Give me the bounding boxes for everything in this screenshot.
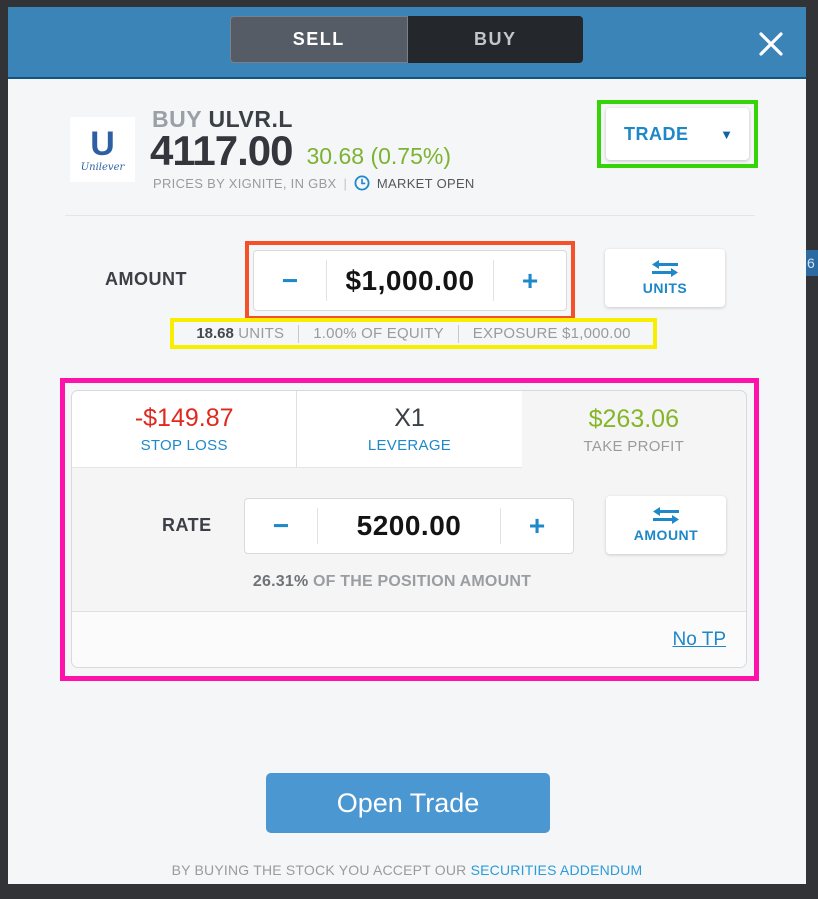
leverage-value: X1 xyxy=(394,404,425,432)
leverage-label: LEVERAGE xyxy=(367,437,452,454)
price-change: 30.68 (0.75%) xyxy=(306,143,451,169)
amount-stepper: − $1,000.00 + xyxy=(253,250,567,311)
price-meta-row: PRICES BY XIGNITE, IN GBX | MARKET OPEN xyxy=(153,175,475,191)
trade-dropdown-label: TRADE xyxy=(624,123,689,144)
meta-separator: | xyxy=(343,175,347,191)
securities-addendum-link[interactable]: SECURITIES ADDENDUM xyxy=(470,862,643,878)
exposure-stat: EXPOSURE $1,000.00 xyxy=(472,325,631,342)
tab-sell[interactable]: SELL xyxy=(230,16,408,63)
instrument-price: 4117.00 xyxy=(150,127,294,174)
amount-label: AMOUNT xyxy=(105,269,187,289)
trade-order-type-dropdown[interactable]: TRADE ▼ xyxy=(606,108,749,160)
clock-icon xyxy=(354,175,370,191)
order-settings-tabs: -$149.87 STOP LOSS X1 LEVERAGE $263.06 T… xyxy=(72,391,746,468)
stepper-divider xyxy=(493,260,494,301)
stepper-divider xyxy=(317,508,318,544)
take-profit-value: $263.06 xyxy=(588,404,679,433)
take-profit-label: TAKE PROFIT xyxy=(583,437,685,455)
tab-buy[interactable]: BUY xyxy=(407,16,583,63)
position-stats-row: 18.68 UNITS 1.00% OF EQUITY EXPOSURE $1,… xyxy=(174,322,653,345)
no-tp-link[interactable]: No TP xyxy=(672,629,726,650)
stop-loss-label: STOP LOSS xyxy=(140,437,228,454)
amount-decrement-button[interactable]: − xyxy=(281,264,299,296)
stats-divider xyxy=(457,324,459,343)
swap-icon xyxy=(653,507,679,524)
tab-leverage[interactable]: X1 LEVERAGE xyxy=(297,391,522,468)
open-trade-button[interactable]: Open Trade xyxy=(266,773,550,833)
rate-decrement-button[interactable]: − xyxy=(272,510,290,541)
stop-loss-value: -$149.87 xyxy=(134,404,234,432)
price-row: 4117.00 30.68 (0.75%) xyxy=(150,127,451,175)
modal-header: SELL BUY xyxy=(8,7,806,79)
market-status: MARKET OPEN xyxy=(376,175,475,191)
chevron-down-icon: ▼ xyxy=(720,126,733,142)
rate-stepper: − 5200.00 + xyxy=(244,498,574,554)
amount-value-field[interactable]: $1,000.00 xyxy=(345,264,475,296)
instrument-logo: U Unilever xyxy=(70,117,135,182)
close-button[interactable] xyxy=(754,27,788,61)
card-divider xyxy=(72,611,746,612)
stats-divider xyxy=(298,324,300,343)
amount-increment-button[interactable]: + xyxy=(521,264,539,296)
units-toggle-button[interactable]: UNITS xyxy=(605,249,725,307)
close-icon xyxy=(759,32,783,56)
no-tp-row: No TP xyxy=(72,612,746,667)
equity-stat: 1.00% OF EQUITY xyxy=(313,325,444,342)
position-percent-note: 26.31% OF THE POSITION AMOUNT xyxy=(252,573,532,590)
open-trade-modal: SELL BUY U Unilever BUY ULVR.L 4117.00 3… xyxy=(8,7,806,884)
instrument-symbol: ULVR.L xyxy=(208,106,293,132)
tab-take-profit[interactable]: $263.06 TAKE PROFIT xyxy=(522,391,746,468)
rate-value-field[interactable]: 5200.00 xyxy=(356,510,462,541)
units-toggle-label: UNITS xyxy=(642,280,688,296)
sell-buy-toggle: SELL BUY xyxy=(230,16,583,63)
swap-icon xyxy=(652,260,678,277)
background-notification-badge: 6 xyxy=(804,250,818,276)
disclaimer: BY BUYING THE STOCK YOU ACCEPT OUR SECUR… xyxy=(8,862,806,878)
section-divider xyxy=(65,215,755,216)
tab-stop-loss[interactable]: -$149.87 STOP LOSS xyxy=(72,391,298,468)
rate-increment-button[interactable]: + xyxy=(528,510,546,541)
units-stat: 18.68 UNITS xyxy=(196,325,285,342)
logo-letter: U xyxy=(90,124,115,163)
amount-toggle-button[interactable]: AMOUNT xyxy=(606,496,726,554)
stepper-divider xyxy=(500,508,501,544)
logo-name: Unilever xyxy=(80,161,125,173)
prices-source-note: PRICES BY XIGNITE, IN GBX xyxy=(153,175,337,191)
amount-toggle-label: AMOUNT xyxy=(633,527,699,543)
order-settings-panel: -$149.87 STOP LOSS X1 LEVERAGE $263.06 T… xyxy=(71,390,747,668)
action-label: BUY xyxy=(152,106,202,132)
rate-label: RATE xyxy=(162,515,212,535)
disclaimer-text: BY BUYING THE STOCK YOU ACCEPT OUR xyxy=(171,862,471,878)
stepper-divider xyxy=(326,260,327,301)
instrument-title: BUY ULVR.L xyxy=(152,106,293,133)
